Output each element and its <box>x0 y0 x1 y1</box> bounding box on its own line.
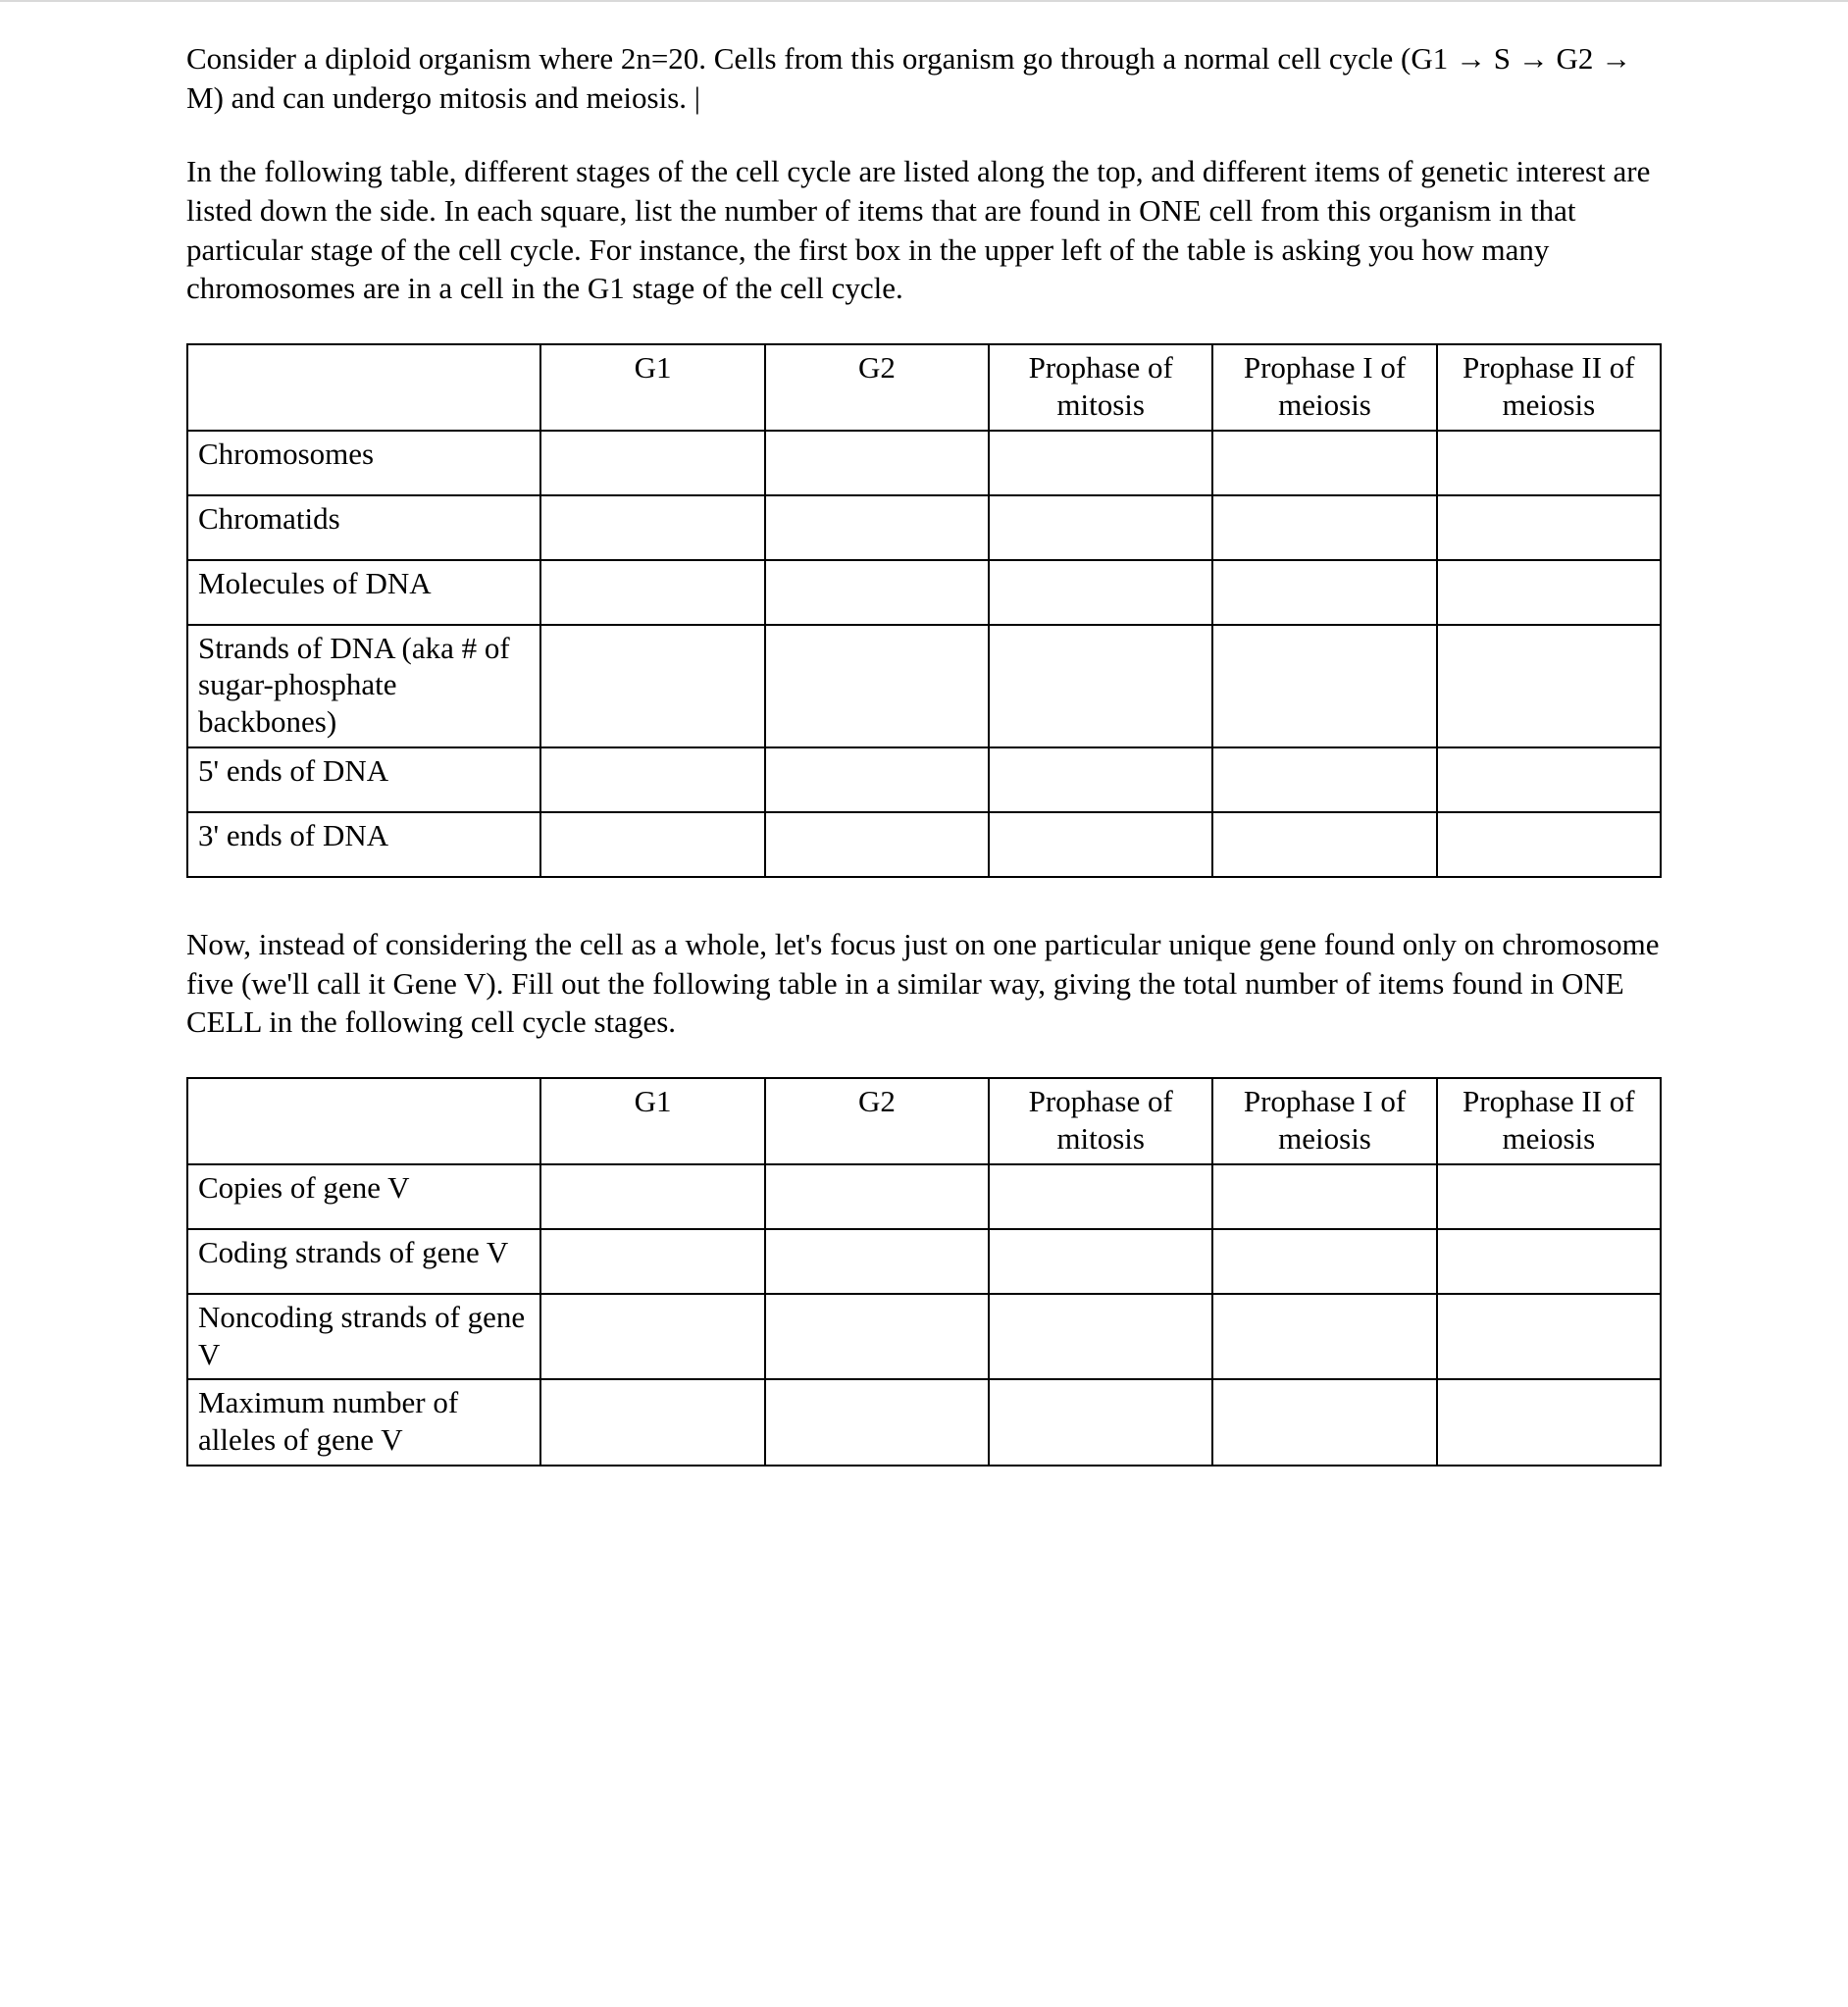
table2-cell[interactable] <box>540 1294 764 1380</box>
table-gene-v-counts: G1 G2 Prophase of mitosis Prophase I of … <box>186 1077 1662 1467</box>
intro-text-1: Consider a diploid organism where 2n=20.… <box>186 41 1631 115</box>
table2-cell[interactable] <box>1437 1164 1661 1229</box>
table1-cell[interactable] <box>1437 560 1661 625</box>
table1-cell[interactable] <box>765 495 989 560</box>
table1-header-g1: G1 <box>540 344 764 431</box>
table2-cell[interactable] <box>765 1379 989 1466</box>
table-row: Maximum number of alleles of gene V <box>187 1379 1661 1466</box>
table1-row-3prime-ends: 3' ends of DNA <box>187 812 540 877</box>
table1-header-prophase-mitosis: Prophase of mitosis <box>989 344 1212 431</box>
table1-cell[interactable] <box>989 747 1212 812</box>
text-cursor: | <box>694 78 700 118</box>
table1-header-g2: G2 <box>765 344 989 431</box>
table1-cell[interactable] <box>540 625 764 747</box>
top-rule <box>0 0 1848 2</box>
table-row: Strands of DNA (aka # of sugar-phosphate… <box>187 625 1661 747</box>
table2-header-g1: G1 <box>540 1078 764 1164</box>
table1-cell[interactable] <box>540 431 764 495</box>
intro-paragraph-1: Consider a diploid organism where 2n=20.… <box>186 39 1662 117</box>
table2-cell[interactable] <box>989 1229 1212 1294</box>
table-row: Coding strands of gene V <box>187 1229 1661 1294</box>
table1-row-chromosomes: Chromosomes <box>187 431 540 495</box>
table1-header-blank <box>187 344 540 431</box>
table2-cell[interactable] <box>989 1294 1212 1380</box>
table2-header-prophase-mitosis: Prophase of mitosis <box>989 1078 1212 1164</box>
table1-row-chromatids: Chromatids <box>187 495 540 560</box>
table1-cell[interactable] <box>765 560 989 625</box>
table1-cell[interactable] <box>765 625 989 747</box>
table1-cell[interactable] <box>1437 812 1661 877</box>
table2-header-blank <box>187 1078 540 1164</box>
table2-row-max-alleles: Maximum number of alleles of gene V <box>187 1379 540 1466</box>
table1-cell[interactable] <box>989 812 1212 877</box>
table1-cell[interactable] <box>765 747 989 812</box>
table2-row-coding-strands: Coding strands of gene V <box>187 1229 540 1294</box>
table1-cell[interactable] <box>1437 431 1661 495</box>
table1-cell[interactable] <box>1437 625 1661 747</box>
table2-cell[interactable] <box>1212 1294 1436 1380</box>
table1-cell[interactable] <box>1212 560 1436 625</box>
table1-cell[interactable] <box>765 431 989 495</box>
table1-cell[interactable] <box>1212 812 1436 877</box>
table2-cell[interactable] <box>765 1294 989 1380</box>
table1-cell[interactable] <box>989 431 1212 495</box>
table2-cell[interactable] <box>765 1164 989 1229</box>
table2-cell[interactable] <box>1212 1164 1436 1229</box>
table2-cell[interactable] <box>1212 1379 1436 1466</box>
table2-row-copies-gene-v: Copies of gene V <box>187 1164 540 1229</box>
table2-cell[interactable] <box>540 1164 764 1229</box>
table1-cell[interactable] <box>1437 495 1661 560</box>
table2-cell[interactable] <box>1212 1229 1436 1294</box>
table1-header-prophase1-meiosis: Prophase I of meiosis <box>1212 344 1436 431</box>
table2-cell[interactable] <box>540 1379 764 1466</box>
table1-cell[interactable] <box>540 747 764 812</box>
table-row: Molecules of DNA <box>187 560 1661 625</box>
table-row: 3' ends of DNA <box>187 812 1661 877</box>
intro-paragraph-3: Now, instead of considering the cell as … <box>186 925 1662 1042</box>
table1-cell[interactable] <box>1212 495 1436 560</box>
table2-row-noncoding-strands: Noncoding strands of gene V <box>187 1294 540 1380</box>
table2-header-row: G1 G2 Prophase of mitosis Prophase I of … <box>187 1078 1661 1164</box>
table1-cell[interactable] <box>989 495 1212 560</box>
table2-cell[interactable] <box>1437 1294 1661 1380</box>
table1-row-strands-dna: Strands of DNA (aka # of sugar-phosphate… <box>187 625 540 747</box>
table2-cell[interactable] <box>989 1164 1212 1229</box>
table1-row-molecules-dna: Molecules of DNA <box>187 560 540 625</box>
table1-header-row: G1 G2 Prophase of mitosis Prophase I of … <box>187 344 1661 431</box>
table1-row-5prime-ends: 5' ends of DNA <box>187 747 540 812</box>
table-row: Copies of gene V <box>187 1164 1661 1229</box>
table1-cell[interactable] <box>1212 431 1436 495</box>
table1-cell[interactable] <box>540 495 764 560</box>
table-row: 5' ends of DNA <box>187 747 1661 812</box>
table2-header-prophase2-meiosis: Prophase II of meiosis <box>1437 1078 1661 1164</box>
table2-cell[interactable] <box>1437 1229 1661 1294</box>
table2-cell[interactable] <box>1437 1379 1661 1466</box>
table-chromosome-counts: G1 G2 Prophase of mitosis Prophase I of … <box>186 343 1662 878</box>
table1-cell[interactable] <box>765 812 989 877</box>
page: Consider a diploid organism where 2n=20.… <box>0 0 1848 2007</box>
table1-cell[interactable] <box>1437 747 1661 812</box>
table-row: Chromatids <box>187 495 1661 560</box>
table-row: Chromosomes <box>187 431 1661 495</box>
table1-header-prophase2-meiosis: Prophase II of meiosis <box>1437 344 1661 431</box>
table1-cell[interactable] <box>1212 747 1436 812</box>
table2-cell[interactable] <box>989 1379 1212 1466</box>
table2-header-prophase1-meiosis: Prophase I of meiosis <box>1212 1078 1436 1164</box>
table1-cell[interactable] <box>540 560 764 625</box>
table2-cell[interactable] <box>540 1229 764 1294</box>
table-row: Noncoding strands of gene V <box>187 1294 1661 1380</box>
table1-cell[interactable] <box>989 560 1212 625</box>
table1-cell[interactable] <box>1212 625 1436 747</box>
table2-cell[interactable] <box>765 1229 989 1294</box>
table1-cell[interactable] <box>540 812 764 877</box>
table1-cell[interactable] <box>989 625 1212 747</box>
table2-header-g2: G2 <box>765 1078 989 1164</box>
intro-paragraph-2: In the following table, different stages… <box>186 152 1662 308</box>
